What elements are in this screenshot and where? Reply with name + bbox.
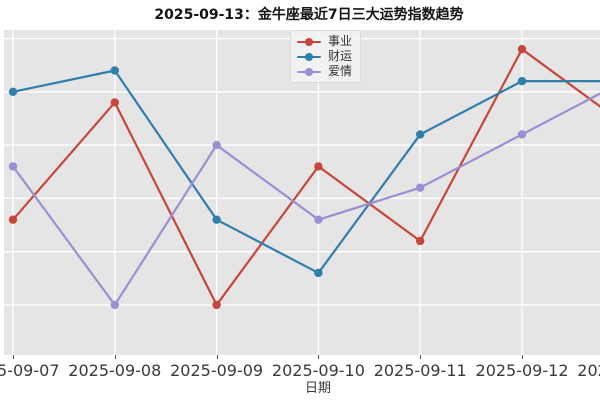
data-point: [314, 215, 323, 224]
series-line-爱情: [12, 92, 600, 307]
data-point: [212, 140, 221, 150]
legend: 事业 财运 爱情: [290, 30, 362, 83]
plot-area: [4, 30, 600, 355]
x-tickmark: [318, 355, 320, 359]
data-point: [110, 300, 120, 310]
data-point: [517, 44, 527, 54]
x-tick-label: 2025-09-09: [170, 361, 264, 380]
x-tick-label: 2025-09-13: [577, 361, 600, 380]
legend-line-dot-icon: [297, 67, 321, 77]
data-point: [314, 268, 323, 278]
data-point: [212, 215, 221, 224]
legend-label: 财运: [328, 49, 353, 63]
legend-label: 事业: [328, 34, 353, 48]
x-axis-label: 日期: [304, 381, 332, 396]
x-tick-label: 2025-09-12: [475, 361, 569, 380]
x-axis-tickmarks: [0, 355, 600, 360]
data-point: [314, 162, 323, 171]
x-tickmark: [522, 355, 523, 359]
x-axis-tick-labels: 2025-09-07 2025-09-08 2025-09-09 2025-09-10…: [0, 361, 600, 381]
x-tick-label: 2025-09-11: [373, 361, 467, 380]
legend-line-dot-icon: [297, 37, 321, 47]
x-tickmark: [13, 355, 14, 359]
legend-label: 爱情: [328, 64, 353, 78]
x-tickmark: [420, 355, 422, 359]
data-point: [8, 215, 18, 224]
x-tickmark: [216, 355, 218, 359]
x-tickmark: [114, 355, 116, 359]
line-chart-svg: [4, 30, 600, 355]
data-point: [416, 236, 425, 246]
data-point: [212, 300, 221, 310]
data-point: [416, 130, 425, 139]
x-tick-label: 2025-09-07: [0, 361, 60, 380]
data-point: [517, 130, 527, 139]
legend-item-财运: 财运: [297, 49, 352, 64]
x-tick-label: 2025-09-08: [68, 361, 162, 380]
data-point: [517, 76, 527, 86]
legend-item-爱情: 爱情: [297, 64, 352, 79]
legend-line-dot-icon: [297, 52, 321, 62]
series-line-财运: [12, 69, 600, 275]
data-point: [8, 162, 18, 171]
data-point: [8, 87, 18, 97]
data-point: [110, 66, 120, 75]
data-point: [110, 98, 120, 107]
data-point: [416, 183, 425, 192]
legend-item-事业: 事业: [297, 34, 352, 49]
x-tick-label: 2025-09-10: [271, 361, 365, 380]
chart-title: 2025-09-13：金牛座最近7日三大运势指数趋势: [154, 7, 464, 23]
